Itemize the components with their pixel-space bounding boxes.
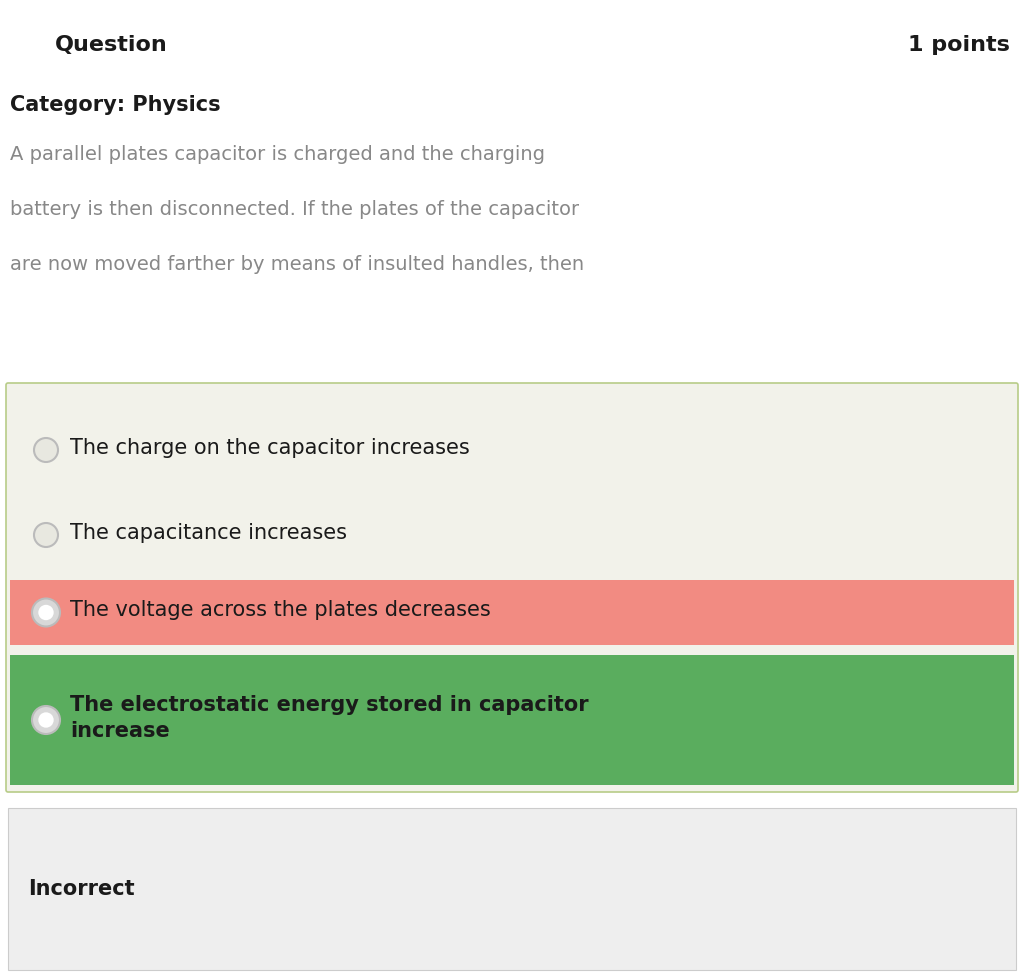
Text: battery is then disconnected. If the plates of the capacitor: battery is then disconnected. If the pla… <box>10 200 580 219</box>
Circle shape <box>34 438 58 462</box>
Text: The capacitance increases: The capacitance increases <box>70 523 347 543</box>
Text: The voltage across the plates decreases: The voltage across the plates decreases <box>70 601 490 620</box>
Circle shape <box>32 599 60 626</box>
Text: The electrostatic energy stored in capacitor
increase: The electrostatic energy stored in capac… <box>70 696 589 741</box>
Circle shape <box>32 706 60 734</box>
FancyBboxPatch shape <box>10 655 1014 785</box>
FancyBboxPatch shape <box>10 580 1014 645</box>
Text: are now moved farther by means of insulted handles, then: are now moved farther by means of insult… <box>10 255 584 274</box>
Text: A parallel plates capacitor is charged and the charging: A parallel plates capacitor is charged a… <box>10 145 545 164</box>
Text: Incorrect: Incorrect <box>28 879 134 899</box>
Circle shape <box>38 605 53 620</box>
Text: The charge on the capacitor increases: The charge on the capacitor increases <box>70 438 470 458</box>
Text: Category: Physics: Category: Physics <box>10 95 220 115</box>
FancyBboxPatch shape <box>6 383 1018 792</box>
Text: Question: Question <box>55 35 168 55</box>
Circle shape <box>38 712 53 728</box>
Circle shape <box>34 523 58 547</box>
Text: 1 points: 1 points <box>908 35 1010 55</box>
FancyBboxPatch shape <box>8 808 1016 970</box>
